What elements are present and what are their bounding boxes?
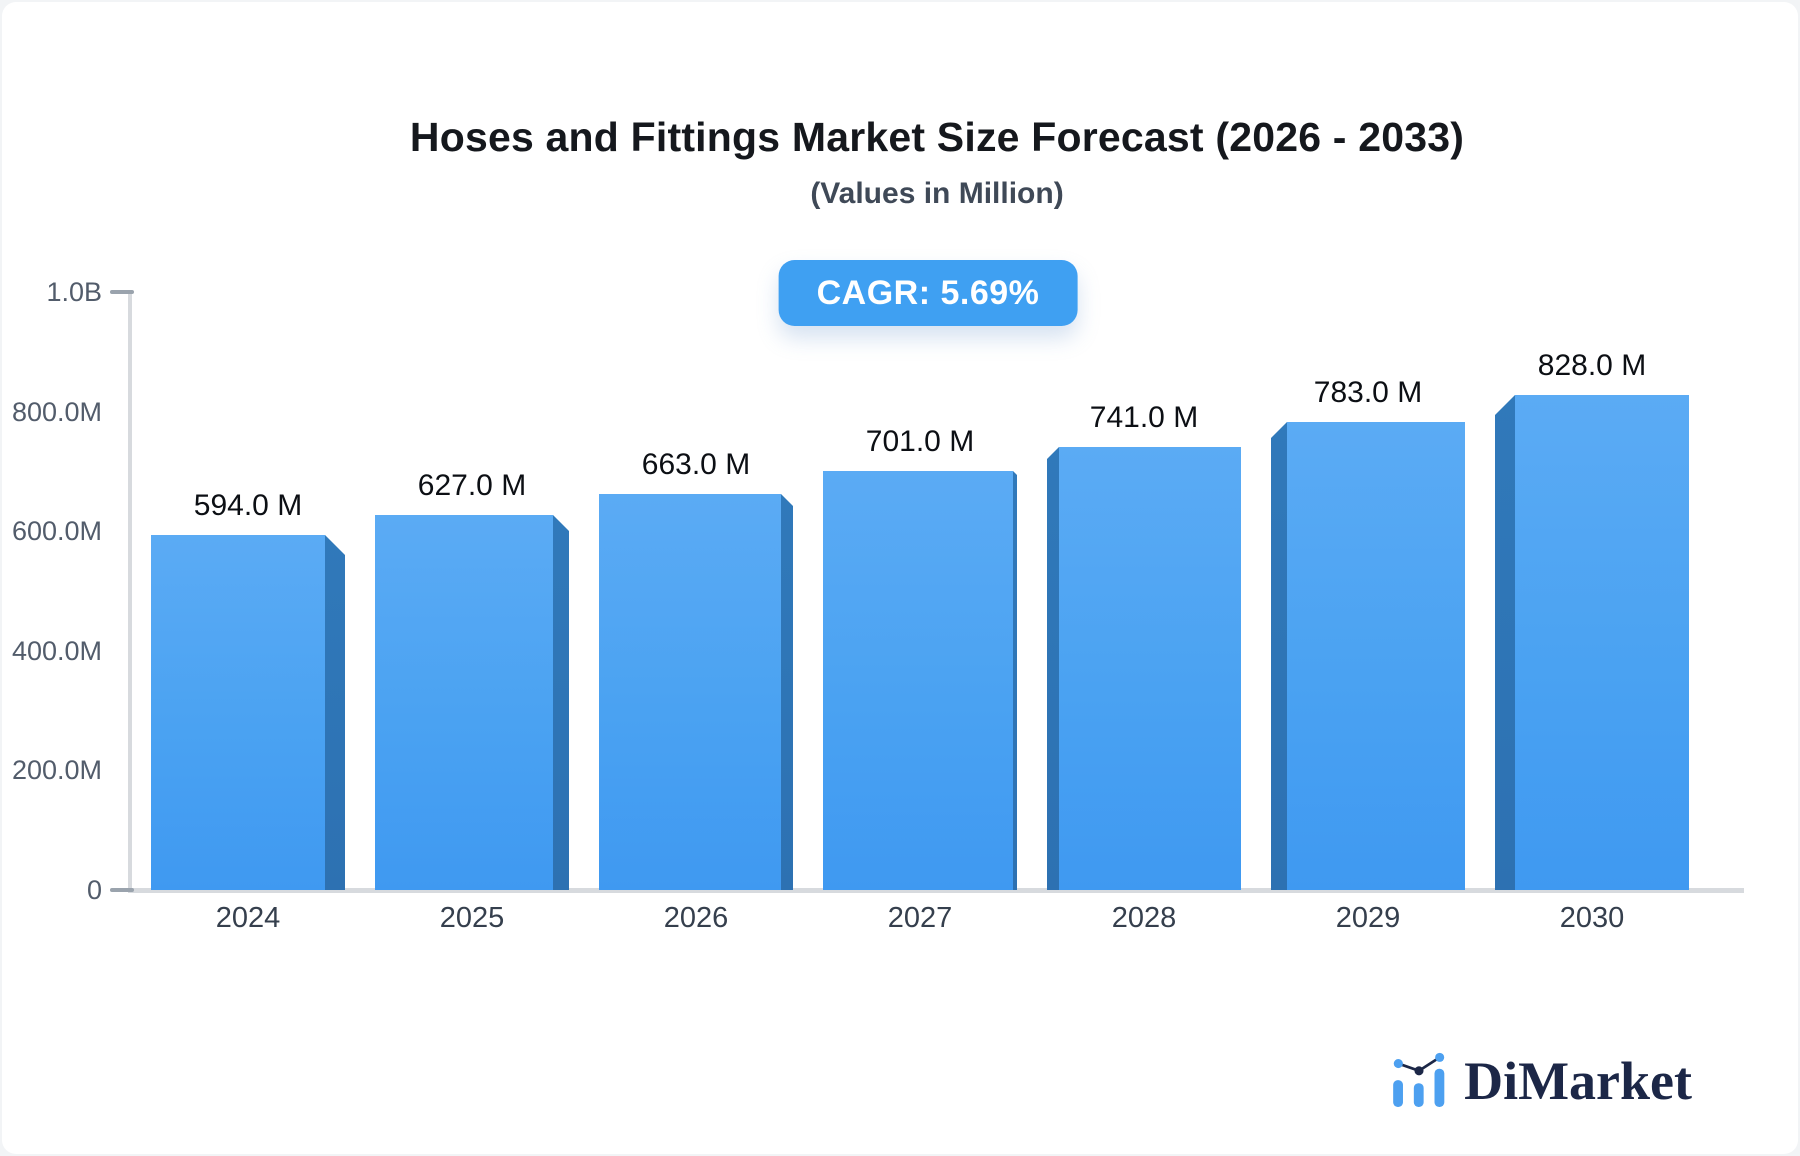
bar-value-label: 741.0 M <box>1089 401 1199 434</box>
y-axis-label: 1.0B <box>46 277 102 307</box>
bar-front-face <box>823 471 1013 890</box>
bar-side-face <box>781 494 793 890</box>
x-axis-label: 2024 <box>215 902 281 934</box>
y-axis-label: 800.0M <box>11 396 102 427</box>
x-axis-label: 2028 <box>1111 902 1177 934</box>
y-axis-label: 0 <box>86 875 102 905</box>
chart-subtitle: (Values in Million) <box>810 177 1064 210</box>
bar-front-face <box>375 515 553 890</box>
x-axis-label: 2025 <box>439 902 505 934</box>
bar-2029[interactable] <box>1271 422 1465 890</box>
bar-value-label: 828.0 M <box>1537 349 1647 382</box>
bar-value-label: 594.0 M <box>193 489 303 522</box>
bar-side-face <box>1013 471 1017 890</box>
bar-side-face <box>1495 395 1515 890</box>
brand-name: DiMarket <box>1464 1051 1692 1111</box>
x-axis-label: 2026 <box>663 902 729 934</box>
bar-side-face <box>553 515 569 890</box>
dimarket-logo-icon <box>1388 1046 1450 1108</box>
bar-value-label: 627.0 M <box>417 469 527 502</box>
y-axis-label: 200.0M <box>11 755 102 786</box>
bar-value-label: 663.0 M <box>641 448 751 481</box>
bar-side-face <box>1271 422 1287 890</box>
y-axis-tick <box>110 888 134 892</box>
x-axis-label: 2030 <box>1559 902 1625 934</box>
bar-front-face <box>1059 447 1241 890</box>
y-axis-label: 400.0M <box>11 635 102 666</box>
bar-front-face <box>1287 422 1465 890</box>
bar-front-face <box>151 535 325 890</box>
bar-value-label: 783.0 M <box>1313 376 1423 409</box>
bar-front-face <box>1515 395 1689 890</box>
bar-2027[interactable] <box>823 471 1017 890</box>
bar-2028[interactable] <box>1047 447 1241 890</box>
bar-2025[interactable] <box>375 515 569 890</box>
chart-title: Hoses and Fittings Market Size Forecast … <box>409 114 1465 160</box>
bar-side-face <box>1047 447 1059 890</box>
x-axis-label: 2027 <box>887 902 953 934</box>
bar-2030[interactable] <box>1495 395 1689 890</box>
bar-front-face <box>599 494 781 890</box>
cagr-badge: CAGR: 5.69% <box>778 260 1078 326</box>
bar-side-face <box>325 535 345 890</box>
bar-2024[interactable] <box>151 535 345 890</box>
bar-2026[interactable] <box>599 494 793 890</box>
y-axis-label: 600.0M <box>11 516 102 547</box>
y-axis-tick <box>110 290 134 294</box>
bar-value-label: 701.0 M <box>865 425 975 458</box>
brand-logo: DiMarket <box>1388 1046 1692 1108</box>
x-axis-label: 2029 <box>1335 902 1401 934</box>
x-axis-line <box>128 888 1744 893</box>
y-axis-line <box>128 290 132 892</box>
